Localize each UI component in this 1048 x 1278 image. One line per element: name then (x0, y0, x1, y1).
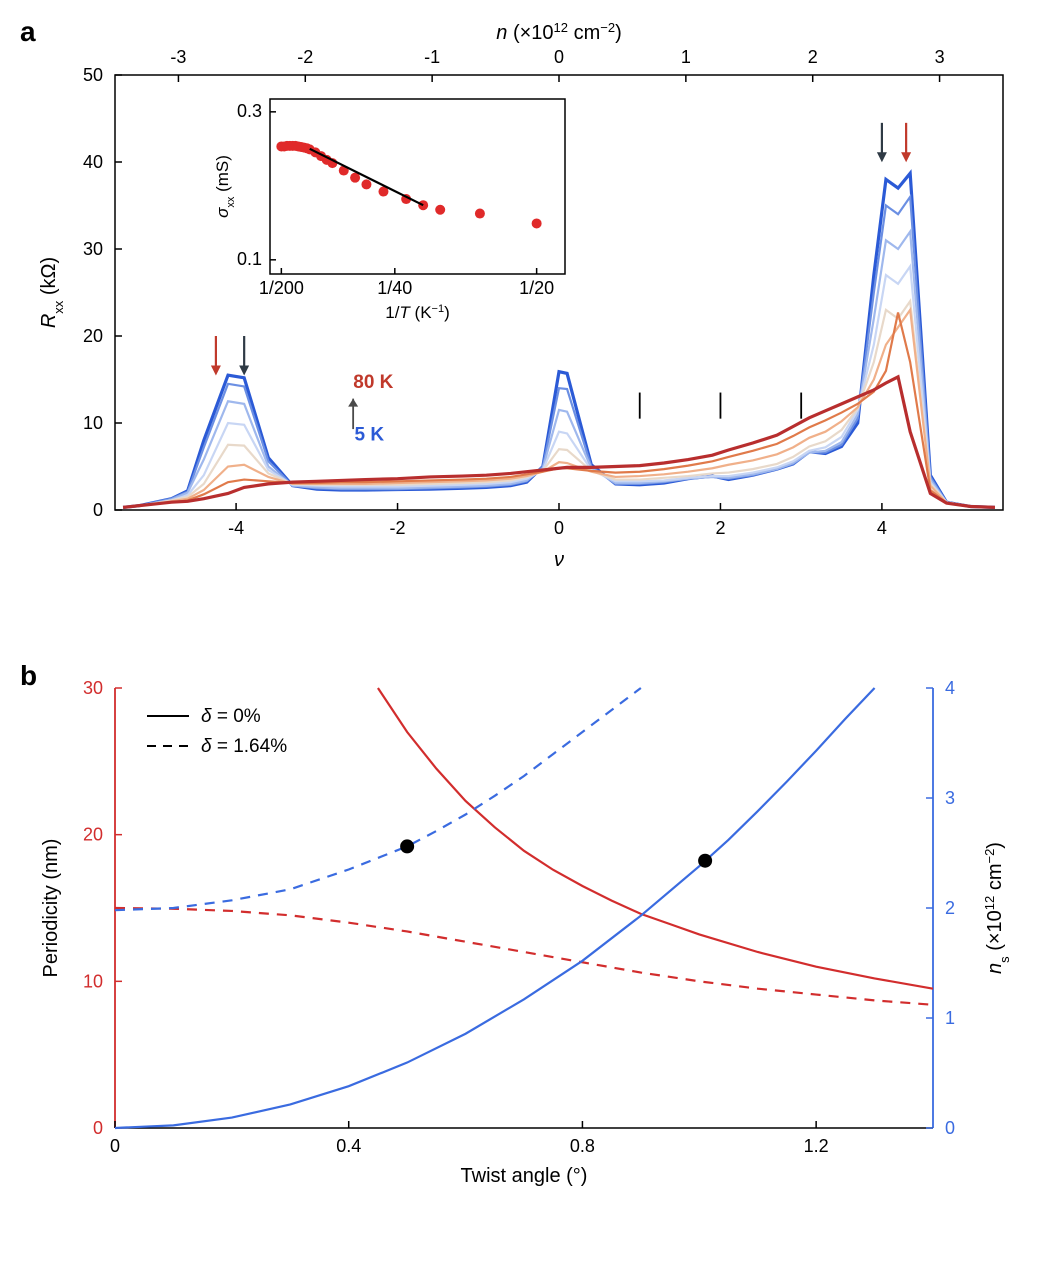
svg-text:0: 0 (554, 518, 564, 538)
svg-text:δ = 0%: δ = 0% (201, 706, 261, 727)
svg-text:1/200: 1/200 (259, 278, 304, 298)
svg-text:-4: -4 (228, 518, 244, 538)
svg-text:2: 2 (715, 518, 725, 538)
svg-text:-1: -1 (424, 47, 440, 67)
svg-text:-2: -2 (390, 518, 406, 538)
svg-text:3: 3 (935, 47, 945, 67)
svg-text:Twist angle (°): Twist angle (°) (461, 1165, 588, 1187)
svg-text:1/20: 1/20 (519, 278, 554, 298)
svg-text:3: 3 (945, 788, 955, 808)
svg-text:30: 30 (83, 678, 103, 698)
svg-text:10: 10 (83, 971, 103, 991)
svg-text:20: 20 (83, 825, 103, 845)
svg-text:0.1: 0.1 (237, 249, 262, 269)
svg-text:4: 4 (877, 518, 887, 538)
svg-text:0: 0 (93, 1118, 103, 1138)
svg-text:2: 2 (945, 898, 955, 918)
svg-text:1.2: 1.2 (804, 1136, 829, 1156)
svg-text:0.3: 0.3 (237, 101, 262, 121)
svg-text:0: 0 (554, 47, 564, 67)
svg-text:-3: -3 (170, 47, 186, 67)
svg-text:ns (×1012 cm−2): ns (×1012 cm−2) (982, 842, 1012, 974)
svg-text:0: 0 (93, 500, 103, 520)
svg-text:0.8: 0.8 (570, 1136, 595, 1156)
svg-text:0.4: 0.4 (336, 1136, 361, 1156)
svg-text:1: 1 (945, 1008, 955, 1028)
svg-text:30: 30 (83, 239, 103, 259)
svg-text:0: 0 (110, 1136, 120, 1156)
svg-text:40: 40 (83, 152, 103, 172)
svg-text:20: 20 (83, 326, 103, 346)
svg-text:5 K: 5 K (355, 424, 385, 445)
svg-text:80 K: 80 K (353, 372, 393, 393)
svg-text:Rxx (kΩ): Rxx (kΩ) (38, 257, 66, 328)
svg-text:n (×1012 cm−2): n (×1012 cm−2) (496, 20, 621, 44)
svg-text:2: 2 (808, 47, 818, 67)
svg-text:4: 4 (945, 678, 955, 698)
svg-text:1: 1 (681, 47, 691, 67)
panel-b-chart: 0 0.4 0.8 1.2 0 10 20 30 0 1 2 3 4 Twist angle (°) Per… (20, 668, 1028, 1258)
svg-text:50: 50 (83, 65, 103, 85)
figure-container: a -4-2024-3-2-1012301020304050νn (×1012 … (20, 20, 1028, 1258)
svg-text:ν: ν (554, 549, 564, 571)
svg-text:-2: -2 (297, 47, 313, 67)
svg-text:σxx (mS): σxx (mS) (213, 155, 237, 218)
svg-text:1/40: 1/40 (377, 278, 412, 298)
svg-text:10: 10 (83, 413, 103, 433)
svg-text:1/T (K−1): 1/T (K−1) (385, 303, 450, 322)
svg-text:Periodicity (nm): Periodicity (nm) (40, 839, 62, 978)
panel-a-chart: -4-2024-3-2-1012301020304050νn (×1012 cm… (20, 20, 1028, 640)
svg-text:δ = 1.64%: δ = 1.64% (201, 736, 287, 757)
svg-text:0: 0 (945, 1118, 955, 1138)
